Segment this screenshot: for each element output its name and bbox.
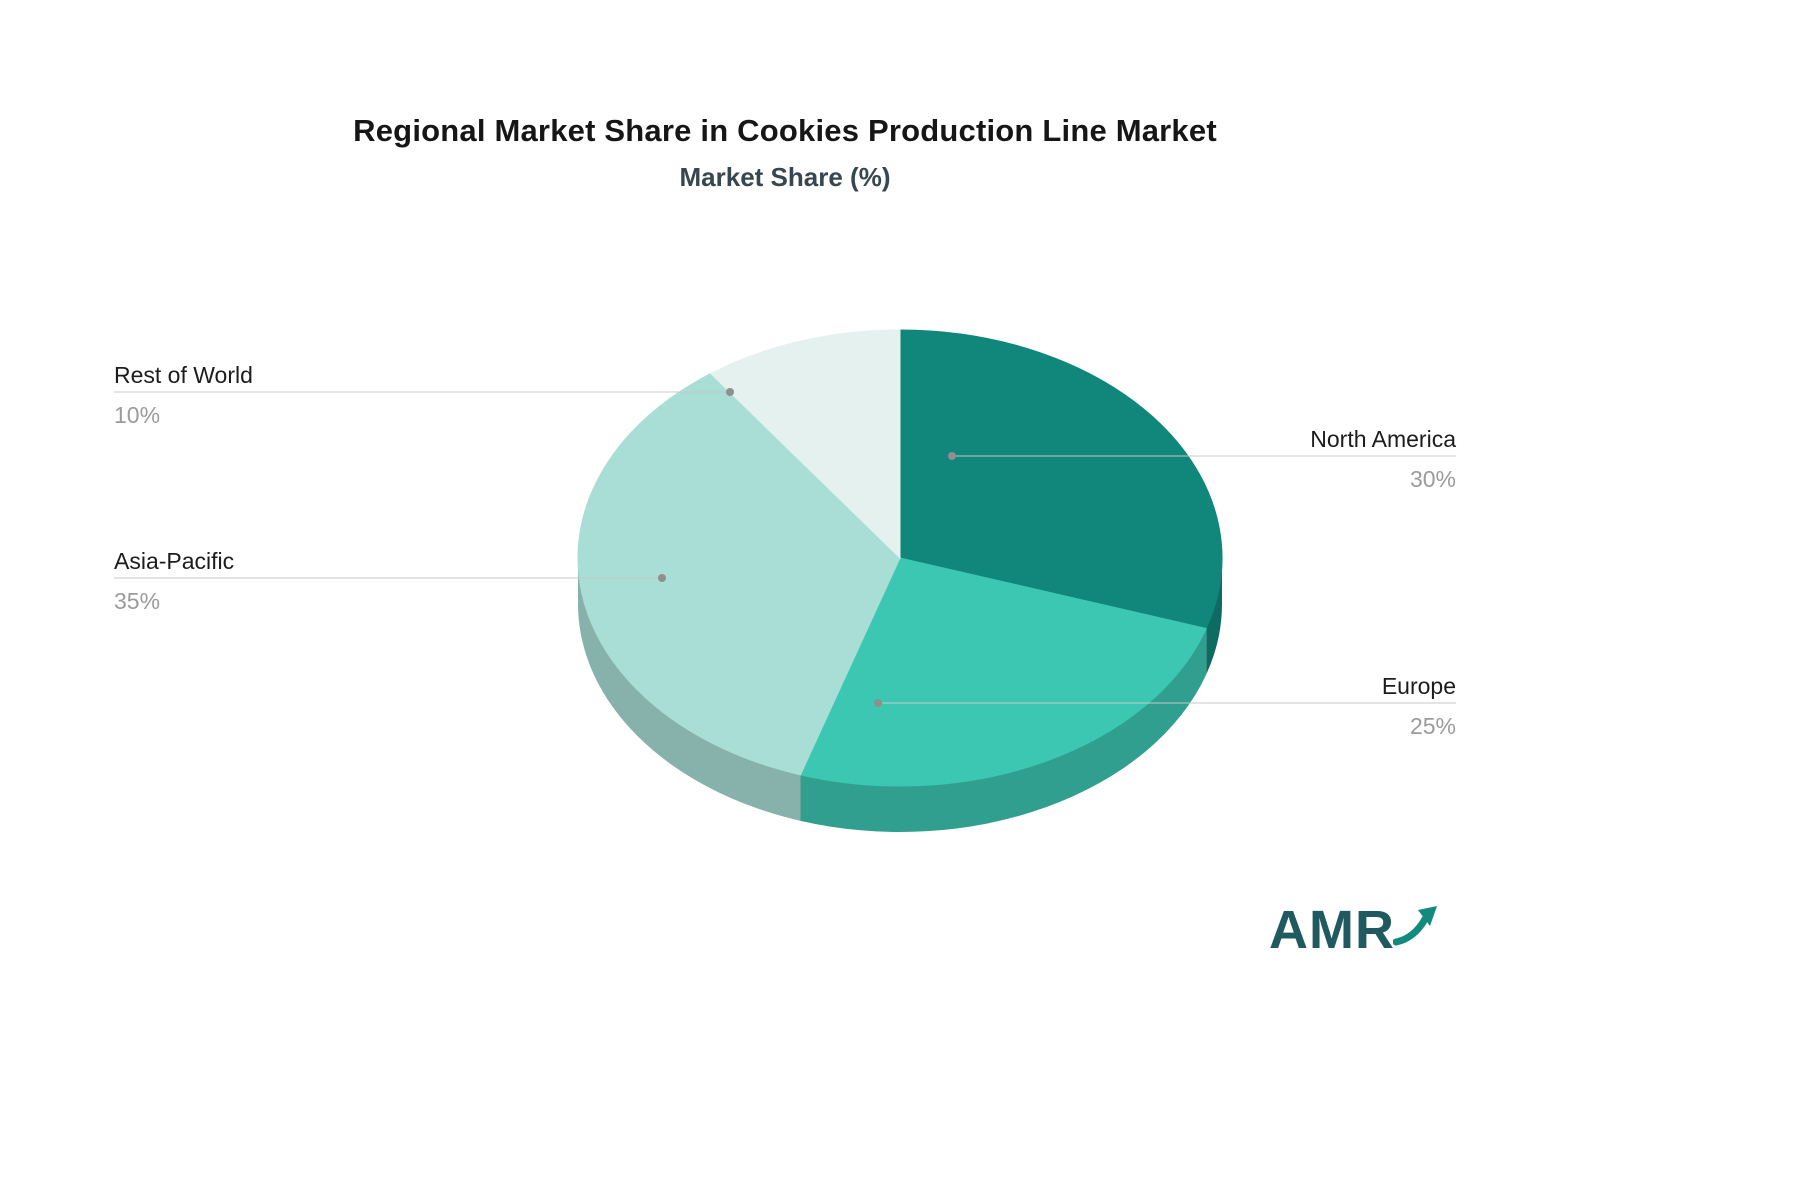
- amr-logo-arrow-icon: [1393, 906, 1437, 946]
- pie-slice-rest-of-world: [709, 329, 901, 560]
- slice-label-north-america: North America: [1310, 426, 1456, 452]
- slice-value-north-america: 30%: [1409, 466, 1456, 492]
- amr-logo-text: AMR: [1269, 900, 1395, 960]
- pie-slice-side-asia-pacific: [578, 558, 801, 821]
- pie-slice-asia-pacific: [577, 372, 901, 776]
- pie-slice-north-america: [899, 329, 1223, 630]
- slice-label-rest-of-world: Rest of World: [114, 362, 253, 388]
- chart-subtitle: Market Share (%): [679, 162, 891, 192]
- callout-europe: Europe 25%: [1382, 672, 1456, 740]
- pie-slice-side-north-america: [1206, 558, 1222, 675]
- callout-rest-of-world: Rest of World 10%: [114, 361, 253, 429]
- chart-title: Regional Market Share in Cookies Product…: [353, 113, 1217, 148]
- pie-slice-europe: [799, 557, 1207, 787]
- slice-value-europe: 25%: [1409, 713, 1456, 739]
- slice-label-europe: Europe: [1381, 673, 1456, 699]
- leader-dot-europe: [874, 699, 882, 707]
- leader-dot-rest-of-world: [726, 388, 734, 396]
- leader-dot-north-america: [948, 452, 956, 460]
- amr-logo: AMR: [1269, 903, 1437, 957]
- slice-value-asia-pacific: 35%: [114, 588, 161, 614]
- pie-slice-side-europe: [800, 628, 1207, 833]
- slice-value-rest-of-world: 10%: [114, 402, 161, 428]
- slice-label-asia-pacific: Asia-Pacific: [114, 548, 235, 574]
- callout-asia-pacific: Asia-Pacific 35%: [114, 547, 234, 615]
- callout-north-america: North America 30%: [1310, 425, 1456, 493]
- leader-dot-asia-pacific: [658, 574, 666, 582]
- chart-header: Regional Market Share in Cookies Product…: [0, 112, 1570, 192]
